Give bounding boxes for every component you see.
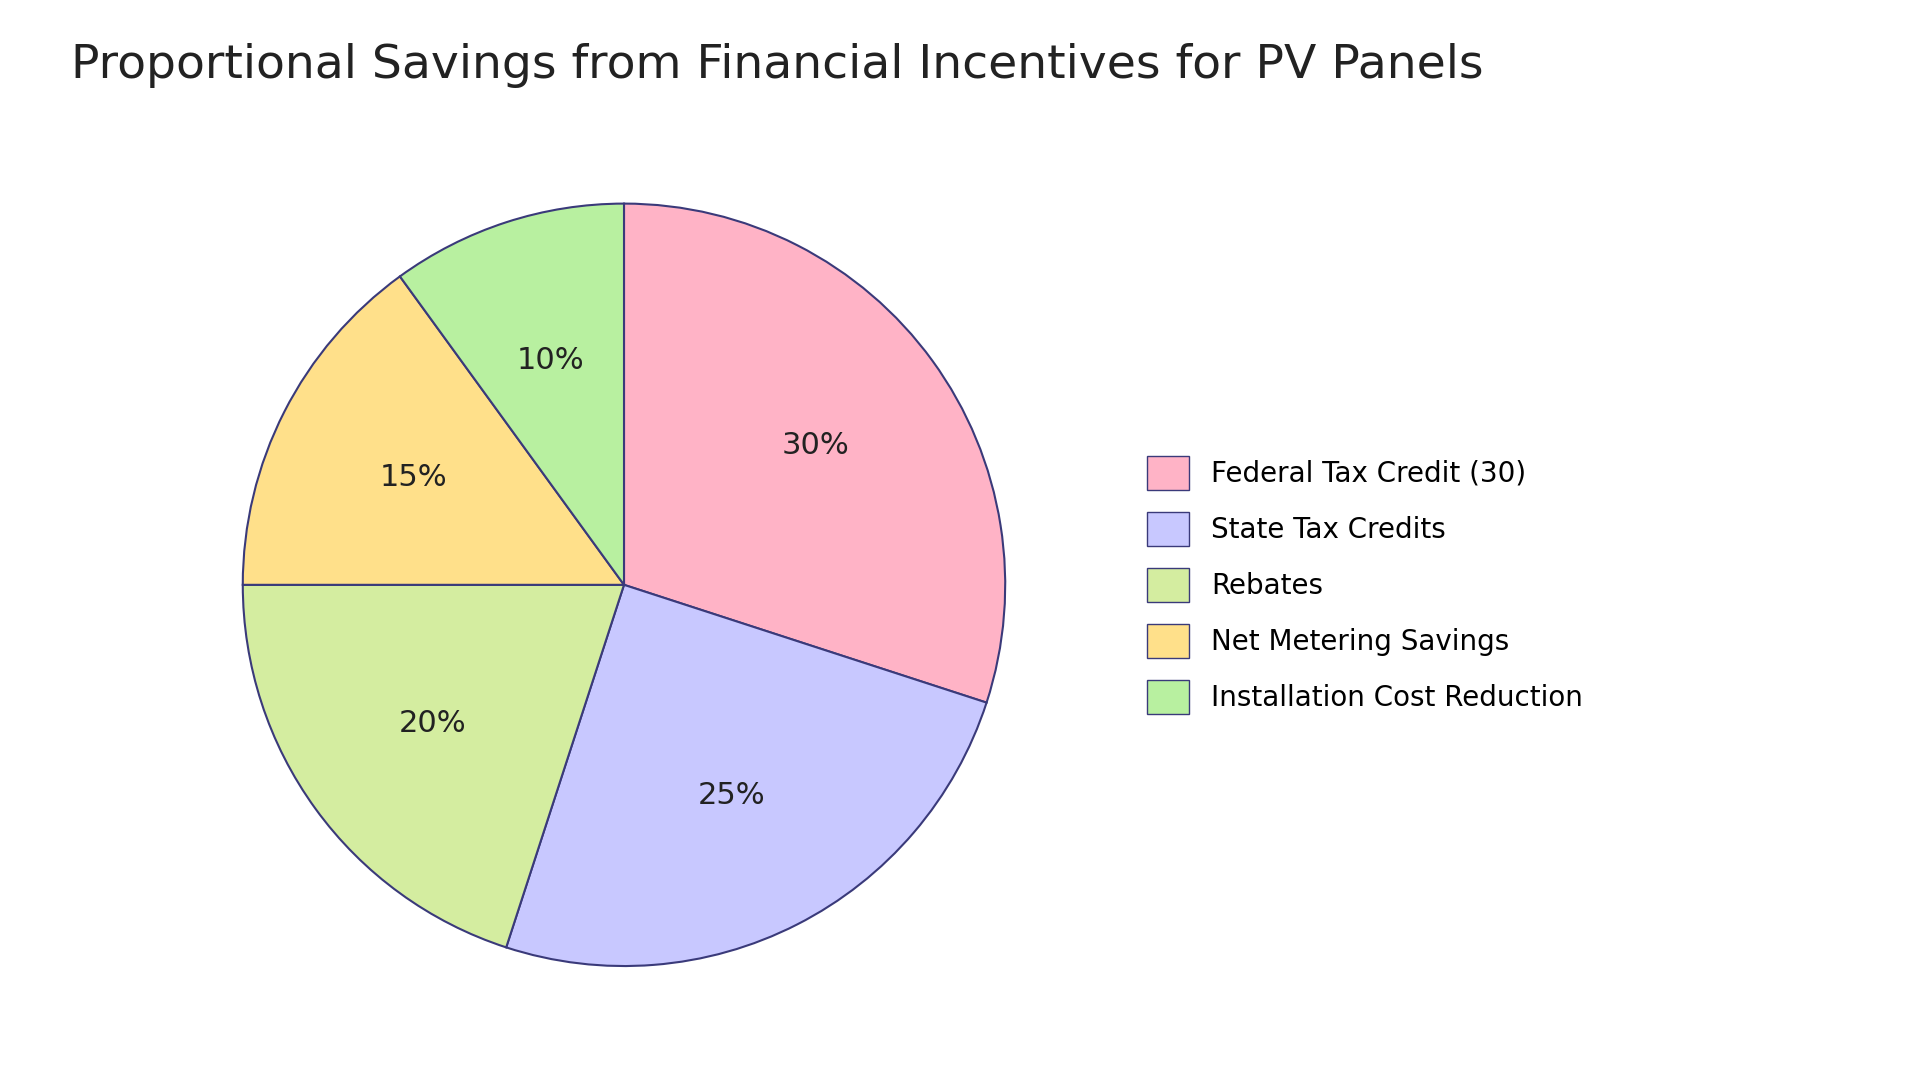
Text: 20%: 20% bbox=[399, 709, 467, 739]
Wedge shape bbox=[242, 585, 624, 948]
Legend: Federal Tax Credit (30), State Tax Credits, Rebates, Net Metering Savings, Insta: Federal Tax Credit (30), State Tax Credi… bbox=[1133, 442, 1597, 728]
Text: 15%: 15% bbox=[380, 464, 447, 492]
Text: Proportional Savings from Financial Incentives for PV Panels: Proportional Savings from Financial Ince… bbox=[71, 42, 1484, 88]
Wedge shape bbox=[399, 204, 624, 585]
Wedge shape bbox=[507, 585, 987, 966]
Text: 30%: 30% bbox=[781, 431, 849, 460]
Wedge shape bbox=[624, 204, 1006, 703]
Wedge shape bbox=[242, 276, 624, 585]
Text: 10%: 10% bbox=[516, 345, 586, 375]
Text: 25%: 25% bbox=[697, 781, 764, 810]
